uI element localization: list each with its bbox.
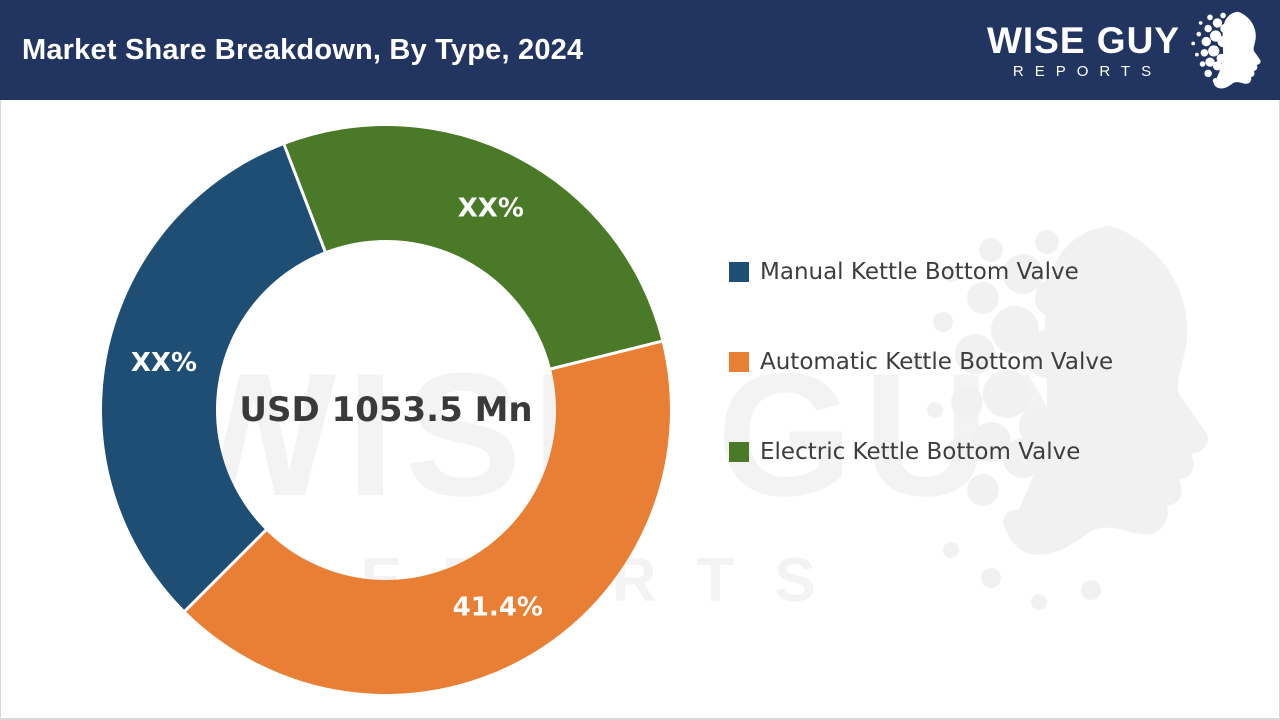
donut-chart: XX% 41.4% XX%: [102, 126, 670, 694]
wise-guy-reports-logo: WISE GUY REPORTS: [987, 5, 1266, 95]
chart-legend: Manual Kettle Bottom Valve Automatic Kett…: [729, 257, 1113, 527]
logo-text: WISE GUY REPORTS: [987, 22, 1180, 79]
donut-segment-label: 41.4%: [453, 593, 543, 623]
legend-swatch: [729, 352, 749, 372]
logo-face-icon: [1191, 11, 1261, 89]
legend-swatch: [729, 262, 749, 282]
segment-gap: [548, 339, 664, 371]
donut-segment-label: XX%: [131, 348, 197, 378]
header-bar: Market Share Breakdown, By Type, 2024 WI…: [0, 0, 1280, 100]
chart-canvas: WISE GUY REPORTS XX%41.4%X: [0, 100, 1280, 720]
legend-swatch: [729, 442, 749, 462]
segment-gap: [182, 527, 269, 614]
legend-label: Automatic Kettle Bottom Valve: [760, 349, 1114, 375]
donut-segment-label: XX%: [458, 194, 524, 224]
donut-segment-automatic-kettle-bottom-valve: [185, 341, 670, 694]
page-title: Market Share Breakdown, By Type, 2024: [22, 33, 584, 66]
donut-segment-manual-kettle-bottom-valve: [102, 144, 326, 611]
legend-label: Manual Kettle Bottom Valve: [760, 259, 1079, 285]
legend-item-manual-kettle-bottom-valve: Manual Kettle Bottom Valve: [729, 257, 1113, 287]
donut-center-value: USD 1053.5 Mn: [239, 390, 533, 430]
logo-wordmark: WISE GUY: [986, 19, 1180, 61]
legend-item-automatic-kettle-bottom-valve: Automatic Kettle Bottom Valve: [729, 347, 1113, 377]
segment-gap: [282, 142, 328, 254]
legend-item-electric-kettle-bottom-valve: Electric Kettle Bottom Valve: [729, 437, 1113, 467]
legend-label: Electric Kettle Bottom Valve: [760, 439, 1081, 465]
donut-segment-electric-kettle-bottom-valve: [284, 126, 662, 369]
logo-subtitle: REPORTS: [1012, 62, 1163, 80]
